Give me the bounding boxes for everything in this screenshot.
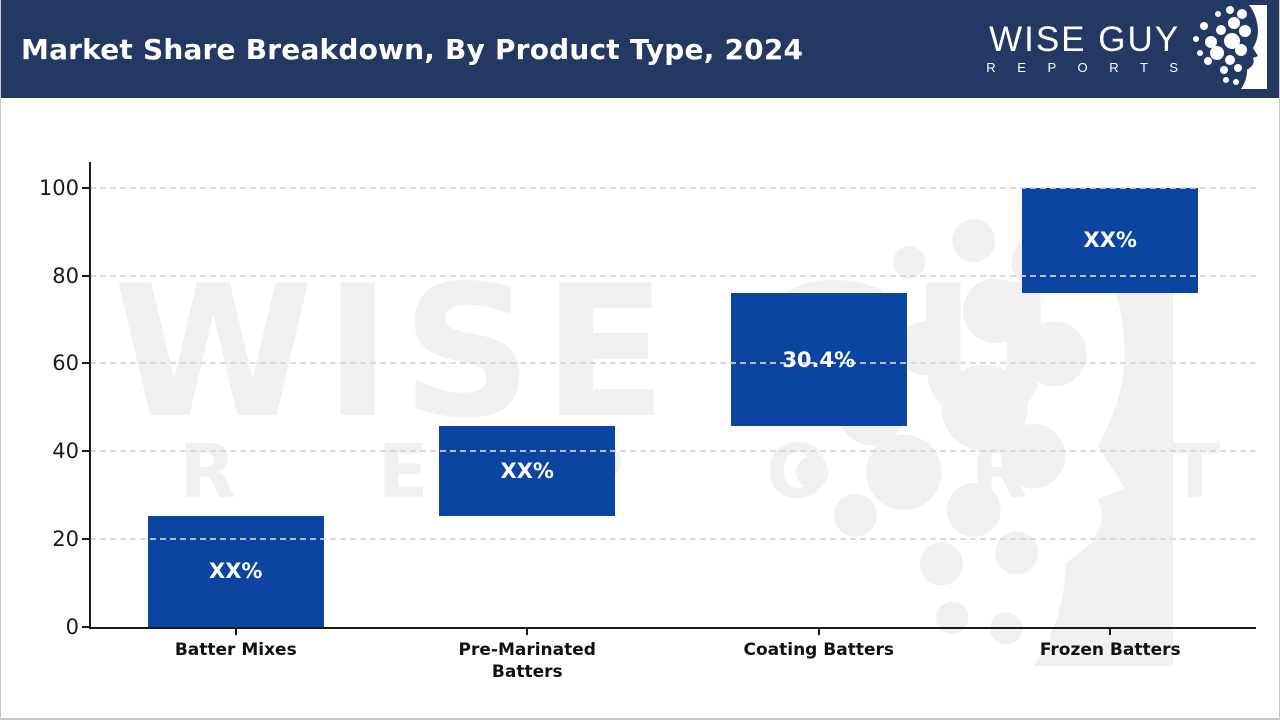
y-tick-label: 100	[38, 175, 79, 200]
x-category-label: Pre-Marinated Batters	[458, 640, 596, 682]
x-category-label: Coating Batters	[743, 640, 895, 660]
bar	[730, 292, 907, 427]
y-tick-label: 0	[65, 615, 79, 639]
y-tick-label: 60	[52, 351, 79, 376]
x-category-label: Frozen Batters	[1039, 640, 1181, 660]
gridline	[90, 186, 1256, 189]
x-tick	[526, 627, 529, 635]
gridline	[90, 274, 1256, 277]
y-axis-line	[89, 162, 91, 629]
y-tick-label: 40	[52, 439, 79, 464]
x-tick	[817, 627, 820, 635]
y-tick	[82, 274, 90, 277]
bar	[147, 515, 324, 627]
x-category-label: Batter Mixes	[174, 640, 297, 660]
y-tick	[82, 362, 90, 365]
bar-value-label: 30.4%	[782, 347, 856, 372]
bar-value-label: XX%	[1083, 228, 1137, 253]
brand-face-dots-icon	[1189, 5, 1267, 93]
page-title: Market Share Breakdown, By Product Type,…	[21, 32, 804, 66]
header-band: Market Share Breakdown, By Product Type,…	[1, 0, 1279, 98]
bar	[439, 426, 616, 516]
y-tick	[82, 450, 90, 453]
x-tick	[234, 627, 237, 635]
bar-value-label: XX%	[500, 459, 554, 484]
gridline	[90, 362, 1256, 365]
y-tick	[82, 626, 90, 628]
gridline	[90, 450, 1256, 453]
y-tick	[82, 186, 90, 189]
watermark-subtext: R E P O R T S	[179, 429, 1279, 515]
y-tick-label: 20	[52, 527, 79, 552]
brand-subtitle: R E P O R T S	[986, 60, 1187, 75]
x-tick	[1109, 627, 1112, 635]
brand-logo: WISE GUY R E P O R T S	[982, 5, 1267, 93]
y-tick	[82, 538, 90, 541]
bar-value-label: XX%	[209, 559, 263, 584]
brand-logo-text: WISE GUY R E P O R T S	[982, 22, 1187, 76]
brand-name: WISE GUY	[989, 20, 1181, 59]
gridline	[90, 538, 1256, 541]
x-axis-line	[89, 627, 1256, 629]
y-tick-label: 80	[52, 263, 79, 288]
